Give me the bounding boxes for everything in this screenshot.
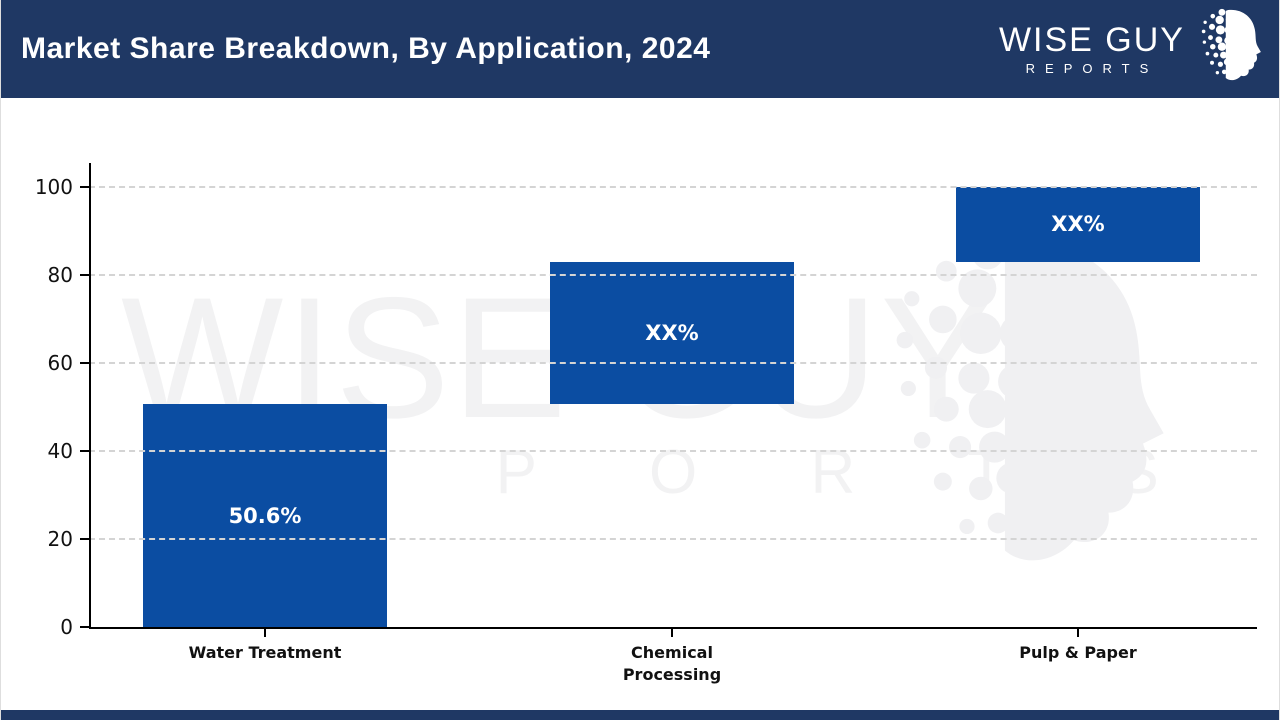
x-axis [89, 627, 1257, 629]
y-tick-label: 60 [47, 351, 73, 375]
y-tick-mark [80, 186, 89, 188]
bar-water-treatment: 50.6% [143, 404, 387, 627]
y-tick-label: 80 [47, 263, 73, 287]
bar-value-label: XX% [1051, 212, 1105, 237]
x-tick-label: Pulp & Paper [1019, 643, 1137, 662]
brand-subtitle: REPORTS [1025, 60, 1159, 76]
gridline [89, 450, 1257, 452]
x-tick-mark [671, 629, 673, 637]
wiseguy-head-icon [1201, 8, 1261, 81]
brand-name: WISE GUY [998, 21, 1185, 60]
header-banner: Market Share Breakdown, By Application, … [1, 0, 1279, 98]
page-title: Market Share Breakdown, By Application, … [21, 32, 711, 65]
bar-value-label: XX% [645, 321, 699, 346]
gridline [89, 186, 1257, 188]
x-tick-label: Chemical Processing [622, 643, 722, 684]
bar-pulp-paper: XX% [956, 187, 1200, 262]
y-tick-label: 40 [47, 439, 73, 463]
gridline [89, 362, 1257, 364]
x-tick-mark [264, 629, 266, 637]
y-tick-label: 0 [60, 615, 73, 639]
x-tick-label: Water Treatment [188, 643, 342, 662]
y-tick-mark [80, 362, 89, 364]
brand-logo: WISE GUY REPORTS [999, 7, 1269, 91]
bar-value-label: 50.6% [228, 503, 302, 528]
bar-chemical-processing: XX% [550, 261, 794, 405]
watermark-head-icon [896, 238, 1164, 561]
footer-banner [1, 710, 1279, 720]
gridline [89, 538, 1257, 540]
y-tick-mark [80, 538, 89, 540]
y-tick-mark [80, 450, 89, 452]
y-tick-label: 100 [34, 175, 73, 199]
x-tick-mark [1077, 629, 1079, 637]
gridline [89, 274, 1257, 276]
brand-wordmark: WISE GUY REPORTS [998, 21, 1185, 76]
y-axis [89, 163, 91, 629]
y-tick-mark [80, 626, 89, 628]
y-tick-mark [80, 274, 89, 276]
y-tick-label: 20 [47, 527, 73, 551]
